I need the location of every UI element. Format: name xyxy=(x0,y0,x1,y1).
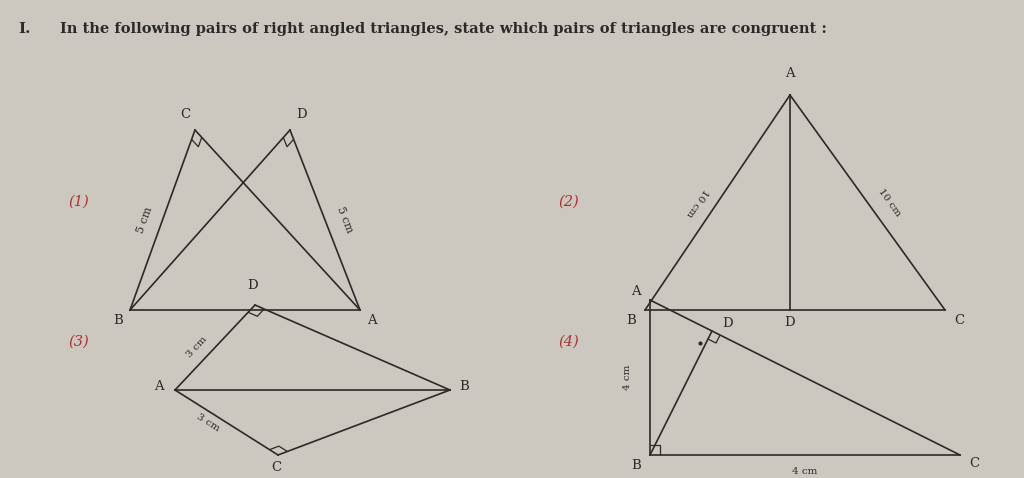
Text: 3 cm: 3 cm xyxy=(185,335,209,360)
Text: 5 cm: 5 cm xyxy=(135,206,154,235)
Text: C: C xyxy=(954,314,964,327)
Text: A: A xyxy=(368,314,377,327)
Text: C: C xyxy=(969,457,979,470)
Text: B: B xyxy=(631,459,641,472)
Text: C: C xyxy=(180,108,190,121)
Text: In the following pairs of right angled triangles, state which pairs of triangles: In the following pairs of right angled t… xyxy=(60,22,826,36)
Text: 4 cm: 4 cm xyxy=(793,467,818,476)
Text: (4): (4) xyxy=(558,335,579,349)
Text: D: D xyxy=(297,108,307,121)
Text: D: D xyxy=(723,317,733,330)
Text: (3): (3) xyxy=(68,335,89,349)
Text: I.: I. xyxy=(18,22,31,36)
Text: B: B xyxy=(459,380,469,393)
Text: A: A xyxy=(155,380,164,393)
Text: 4 cm: 4 cm xyxy=(624,365,633,390)
Text: C: C xyxy=(271,461,281,474)
Text: 5 cm: 5 cm xyxy=(335,206,354,235)
Text: A: A xyxy=(785,67,795,80)
Text: (1): (1) xyxy=(68,195,89,209)
Text: A: A xyxy=(631,285,641,298)
Text: 3 cm: 3 cm xyxy=(196,412,221,433)
Text: D: D xyxy=(784,316,796,329)
Text: D: D xyxy=(248,279,258,292)
Text: (2): (2) xyxy=(558,195,579,209)
Text: B: B xyxy=(113,314,123,327)
Text: B: B xyxy=(626,314,636,327)
Text: 10 cm: 10 cm xyxy=(685,187,711,218)
Text: 10 cm: 10 cm xyxy=(877,187,902,218)
